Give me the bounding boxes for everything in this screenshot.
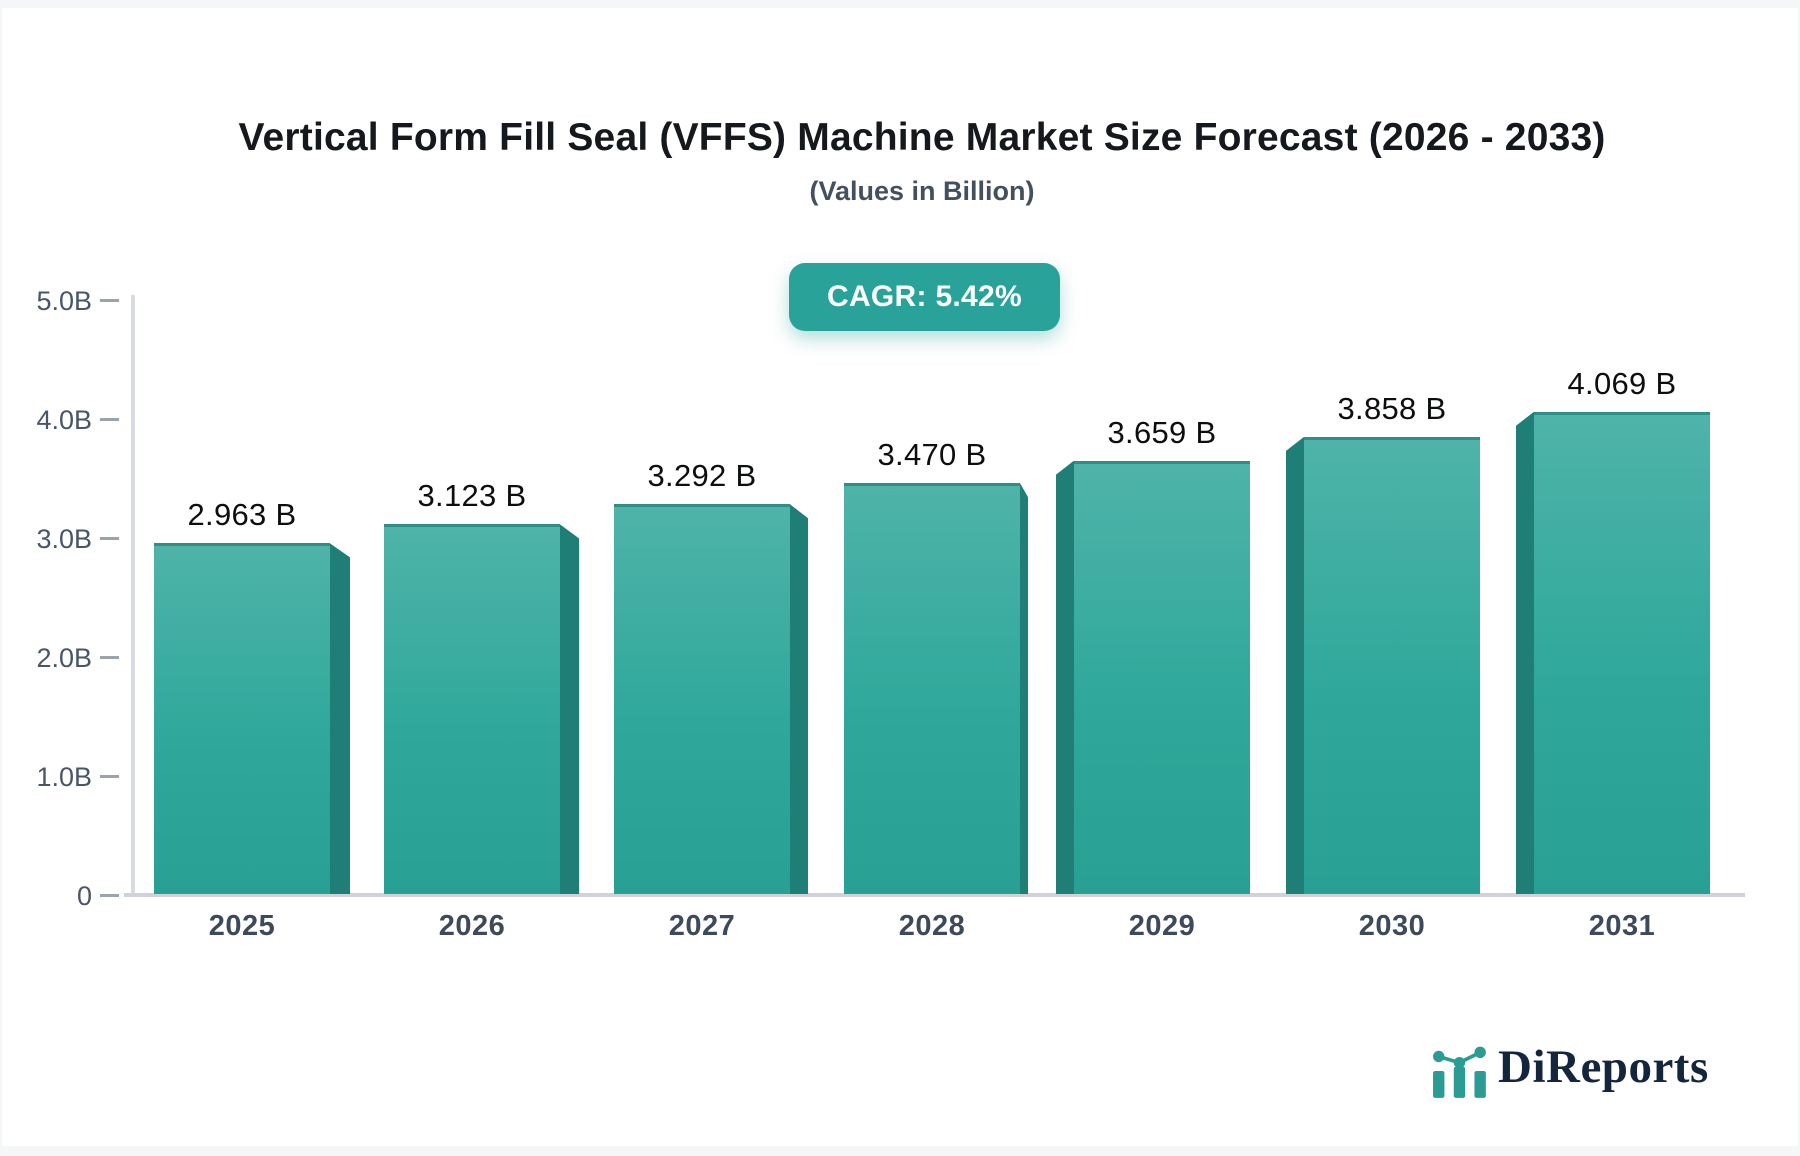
y-tick-mark [100,894,119,897]
bar-value-label: 3.292 B [647,458,757,494]
bar-2030 [1304,436,1480,894]
cagr-badge: CAGR: 5.42% [789,263,1060,331]
y-axis-line [131,295,135,895]
bar-side-2025 [330,543,350,894]
bar-chart-logo-icon [1433,1046,1486,1098]
bar-2025 [154,543,330,894]
y-tick-label: 3.0B [36,524,92,554]
direports-logo: DiReports [1432,1040,1709,1098]
bar-2029 [1074,460,1250,894]
page-title: Vertical Form Fill Seal (VFFS) Machine M… [238,116,1606,159]
bar-value-label: 3.470 B [877,437,987,473]
x-axis-line [124,893,1745,897]
x-axis-label-2028: 2028 [898,910,966,942]
x-axis-label-2031: 2031 [1588,910,1656,942]
y-tick-label: 0 [76,881,92,911]
y-tick-label: 5.0B [36,286,92,316]
y-tick-label: 2.0B [36,643,92,673]
chart-card: Vertical Form Fill Seal (VFFS) Machine M… [2,8,1798,1146]
bar-side-2026 [560,524,579,894]
bar-2026 [384,524,560,894]
x-axis-label-2025: 2025 [208,910,276,942]
cagr-badge-label: CAGR: 5.42% [826,280,1023,313]
x-axis-label-2030: 2030 [1358,910,1426,942]
bar-side-2031 [1516,411,1534,894]
bar-2031 [1534,411,1710,894]
bar-value-label: 3.123 B [417,478,527,514]
bar-value-label: 3.659 B [1107,414,1217,450]
x-axis-label-2027: 2027 [668,910,736,942]
x-axis-label-2029: 2029 [1128,910,1196,942]
chart-subtitle: (Values in Billion) [809,176,1035,206]
bar-side-2027 [790,504,808,894]
logo-text: DiReports [1498,1041,1709,1093]
bar-2028 [844,483,1020,894]
y-tick-label: 1.0B [36,762,92,792]
bar-2027 [614,504,790,894]
bar-side-2030 [1286,436,1304,894]
y-tick-mark [100,299,119,302]
x-axis-label-2026: 2026 [438,910,506,942]
bar-value-label: 3.858 B [1337,390,1447,426]
bar-side-2029 [1056,460,1074,894]
bar-side-2028 [1020,483,1028,894]
y-tick-mark [100,656,119,659]
bar-value-label: 4.069 B [1567,365,1677,401]
y-tick-mark [100,537,119,540]
bar-value-label: 2.963 B [187,497,297,533]
y-tick-label: 4.0B [36,405,92,435]
y-tick-mark [100,775,119,778]
y-tick-mark [100,418,119,421]
